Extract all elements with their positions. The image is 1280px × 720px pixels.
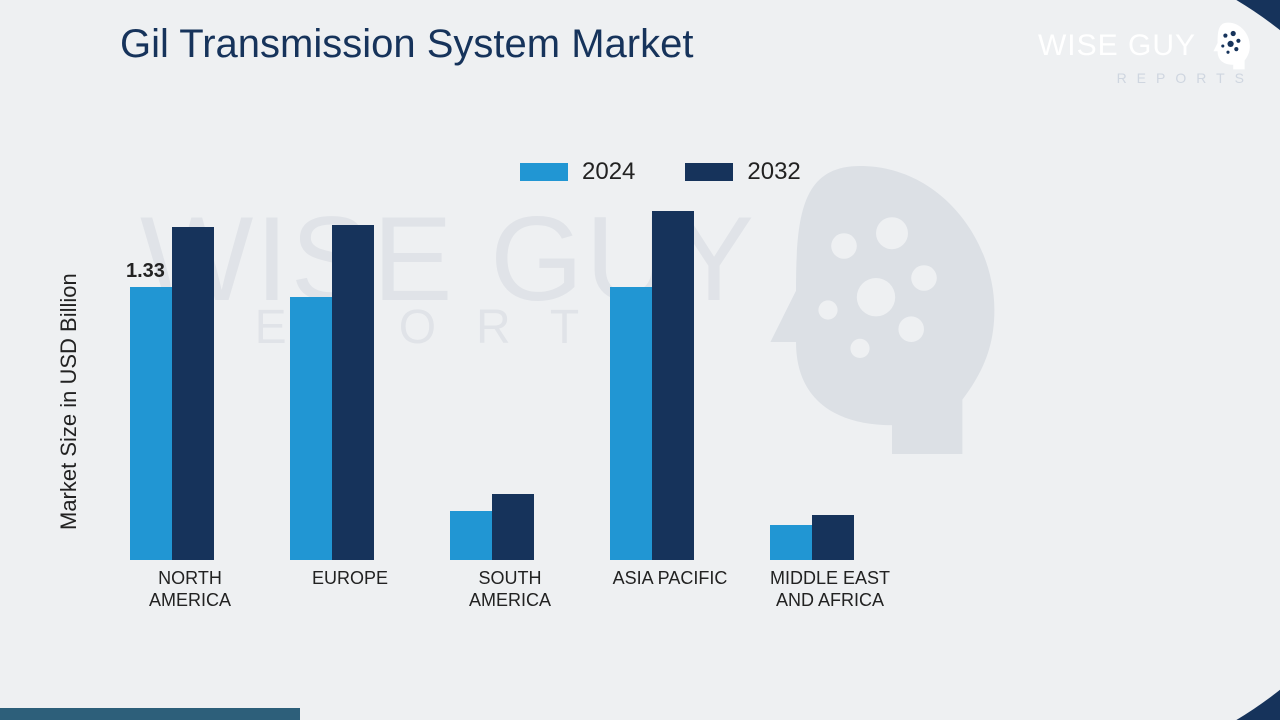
legend-swatch	[520, 163, 568, 181]
bar	[290, 297, 332, 560]
brand-logo: WISE GUY REPORTS	[1038, 20, 1254, 86]
bar	[652, 211, 694, 560]
legend-item: 2024	[520, 158, 635, 186]
value-label: 1.33	[126, 260, 165, 283]
legend: 2024 2032	[520, 158, 801, 186]
brand-line2: REPORTS	[1038, 70, 1254, 86]
brand-line1: WISE GUY	[1038, 29, 1196, 63]
legend-label: 2024	[582, 158, 635, 186]
chart-canvas: WISE GUY REPORTS Gil Transmission System…	[0, 0, 1280, 720]
bar	[770, 525, 812, 560]
category-label: NORTH AMERICA	[120, 560, 260, 611]
bar	[172, 227, 214, 560]
category-label: EUROPE	[280, 560, 420, 590]
category-label: MIDDLE EAST AND AFRICA	[760, 560, 900, 611]
y-axis-label: Market Size in USD Billion	[56, 273, 82, 530]
category-label: SOUTH AMERICA	[440, 560, 580, 611]
legend-item: 2032	[685, 158, 800, 186]
chart-title: Gil Transmission System Market	[120, 22, 693, 67]
plot-area: NORTH AMERICAEUROPESOUTH AMERICAASIA PAC…	[120, 190, 940, 560]
category-label: ASIA PACIFIC	[600, 560, 740, 590]
bar	[492, 494, 534, 560]
bar	[450, 511, 492, 560]
bar	[610, 287, 652, 560]
bar	[812, 515, 854, 560]
legend-swatch	[685, 163, 733, 181]
bottom-accent-bar	[0, 708, 300, 720]
bar	[332, 225, 374, 560]
bar	[130, 287, 172, 560]
legend-label: 2032	[747, 158, 800, 186]
brand-head-icon	[1202, 20, 1254, 72]
